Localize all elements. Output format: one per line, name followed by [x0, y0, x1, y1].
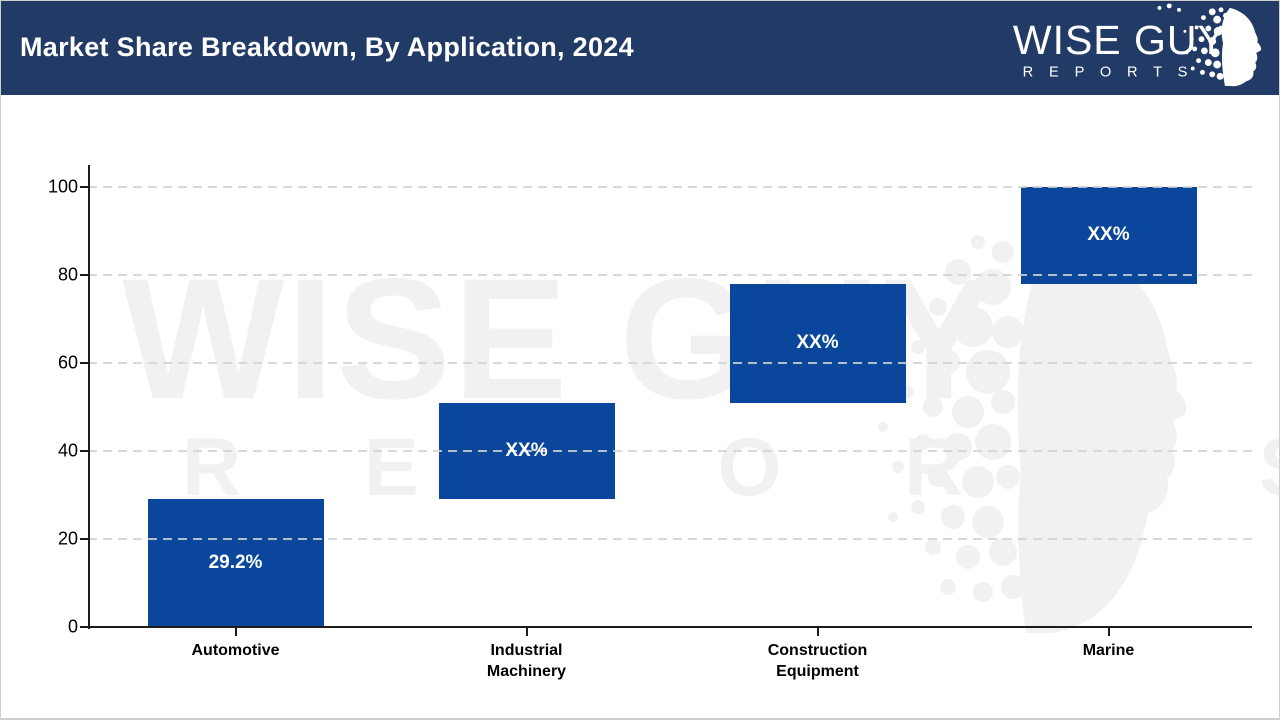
- gridline-40: [88, 450, 1252, 452]
- y-tick-label: 100: [47, 176, 78, 197]
- bar-value-label: XX%: [505, 439, 548, 461]
- gridline-60: [88, 362, 1252, 364]
- bar-automotive: [147, 498, 324, 627]
- logo-subtext: R E P O R T S: [1023, 64, 1194, 80]
- bar-value-label: XX%: [1087, 224, 1130, 246]
- x-tick-mark: [234, 628, 237, 636]
- y-tick-mark: [80, 626, 88, 628]
- y-tick-label: 20: [57, 528, 78, 549]
- gridline-100: [88, 186, 1252, 188]
- x-tick-mark: [816, 628, 819, 636]
- category-label: Industrial Machinery: [486, 642, 567, 680]
- page-title: Market Share Breakdown, By Application, …: [20, 32, 634, 62]
- head-profile-icon: [1157, 3, 1262, 87]
- y-axis-line: [88, 165, 90, 629]
- category-label: Marine: [1082, 642, 1135, 659]
- y-tick-label: 40: [57, 440, 78, 461]
- x-tick-mark: [1107, 628, 1110, 636]
- bar-construction-equipment: [729, 283, 906, 403]
- header-bar: Market Share Breakdown, By Application, …: [0, 0, 1280, 95]
- x-tick-mark: [525, 628, 528, 636]
- wiseguy-logo-graphic: WISE GUY R E P O R T S: [1013, 3, 1262, 87]
- category-label: Automotive: [191, 642, 280, 659]
- x-axis-line: [88, 626, 1252, 628]
- bar-value-label: XX%: [796, 332, 839, 354]
- gridline-80: [88, 274, 1252, 276]
- category-label: Construction Equipment: [767, 642, 868, 680]
- bar-marine: [1020, 187, 1197, 284]
- bar-value-label: 29.2%: [208, 551, 263, 573]
- y-tick-mark: [80, 450, 88, 452]
- wiseguy-logo: WISE GUY R E P O R T S: [1008, 2, 1266, 93]
- y-tick-label: 60: [57, 352, 78, 373]
- y-tick-mark: [80, 274, 88, 276]
- chart-area: WISE GUY R E P O R T S 29.2% XX% XX% XX% 0 20…: [0, 95, 1280, 720]
- y-tick-mark: [80, 186, 88, 188]
- y-tick-label: 0: [67, 616, 78, 637]
- gridline-20: [88, 538, 1252, 540]
- y-tick-mark: [80, 538, 88, 540]
- logo-wordmark: WISE GUY: [1013, 17, 1226, 63]
- y-tick-label: 80: [57, 264, 78, 285]
- y-tick-mark: [80, 362, 88, 364]
